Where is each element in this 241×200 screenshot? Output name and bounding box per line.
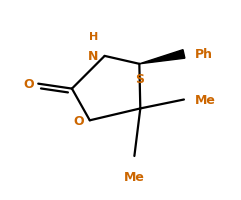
Text: S: S [135,73,144,86]
Text: Me: Me [195,94,216,106]
Text: H: H [88,32,98,42]
Text: Ph: Ph [195,48,213,61]
Text: O: O [23,78,34,91]
Text: Me: Me [124,170,145,183]
Text: N: N [88,50,98,63]
Polygon shape [139,50,185,64]
Text: O: O [74,114,84,127]
